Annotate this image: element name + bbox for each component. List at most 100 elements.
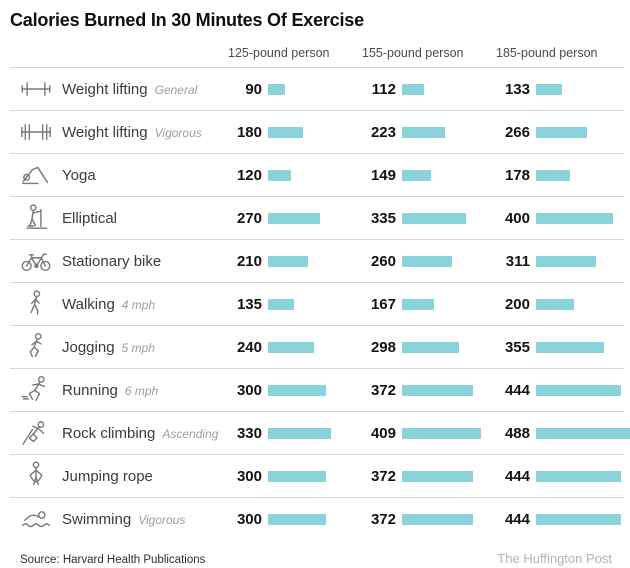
value-cell: 444 xyxy=(490,498,624,540)
calorie-value: 270 xyxy=(236,209,262,227)
calorie-value: 335 xyxy=(370,209,396,227)
value-cell: 298 xyxy=(356,326,490,368)
calorie-bar xyxy=(536,427,630,439)
value-cell: 200 xyxy=(490,283,624,325)
exercise-label-cell: Weight lifting General xyxy=(10,68,222,110)
exercise-name: Weight lifting xyxy=(62,123,148,141)
value-cell: 444 xyxy=(490,369,624,411)
publisher-credit: The Huffington Post xyxy=(497,551,612,566)
calorie-bar xyxy=(268,298,294,310)
walking-icon xyxy=(10,288,62,320)
calorie-bar xyxy=(536,298,574,310)
calorie-bar xyxy=(536,470,621,482)
calorie-bar xyxy=(402,212,466,224)
value-cell: 335 xyxy=(356,197,490,239)
exercise-detail: 6 mph xyxy=(124,384,159,398)
calorie-value: 300 xyxy=(236,467,262,485)
table-row: Walking 4 mph 135 167 200 xyxy=(10,282,624,325)
calorie-value: 298 xyxy=(370,338,396,356)
value-cell: 149 xyxy=(356,154,490,196)
table-row: Weight lifting Vigorous 180 223 266 xyxy=(10,110,624,153)
calorie-value: 200 xyxy=(504,295,530,313)
calorie-bar xyxy=(402,513,473,525)
column-header-185lb: 185-pound person xyxy=(496,46,598,60)
calorie-value: 112 xyxy=(371,80,396,98)
calorie-bar xyxy=(268,427,331,439)
exercise-name: Weight lifting xyxy=(62,80,148,98)
calorie-bar xyxy=(536,513,621,525)
calorie-value: 300 xyxy=(236,510,262,528)
calorie-bar xyxy=(536,341,604,353)
calorie-value: 266 xyxy=(504,123,530,141)
value-cell: 133 xyxy=(490,68,624,110)
calorie-value: 372 xyxy=(370,510,396,528)
calorie-bar xyxy=(402,255,452,267)
calorie-bar xyxy=(268,83,285,95)
calorie-bar xyxy=(268,126,303,138)
value-cell: 488 xyxy=(490,412,630,454)
value-cell: 266 xyxy=(490,111,624,153)
table-row: Weight lifting General 90 112 133 xyxy=(10,67,624,110)
value-cell: 180 xyxy=(222,111,356,153)
exercise-name: Running xyxy=(62,381,118,399)
exercise-label-cell: Rock climbing Ascending xyxy=(10,412,222,454)
calorie-bar xyxy=(536,126,587,138)
calorie-value: 223 xyxy=(370,123,396,141)
calorie-bar xyxy=(536,384,621,396)
value-cell: 112 xyxy=(356,68,490,110)
calorie-value: 311 xyxy=(505,252,530,270)
calorie-value: 133 xyxy=(504,80,530,98)
calorie-bar xyxy=(402,126,445,138)
exercise-detail: Ascending xyxy=(162,427,219,441)
jogging-icon xyxy=(10,331,62,363)
calorie-bar xyxy=(268,255,308,267)
value-cell: 120 xyxy=(222,154,356,196)
calorie-value: 167 xyxy=(370,295,396,313)
calorie-value: 149 xyxy=(370,166,396,184)
calorie-bar xyxy=(402,470,473,482)
exercise-label-cell: Yoga xyxy=(10,154,222,196)
table-row: Yoga 120 149 178 xyxy=(10,153,624,196)
calorie-value: 135 xyxy=(236,295,262,313)
value-cell: 300 xyxy=(222,369,356,411)
barbell-icon xyxy=(10,73,62,105)
yoga-icon xyxy=(10,159,62,191)
value-cell: 444 xyxy=(490,455,624,497)
calorie-bar xyxy=(536,169,570,181)
table-row: Jumping rope 300 372 444 xyxy=(10,454,624,497)
table-row: Jogging 5 mph 240 298 355 xyxy=(10,325,624,368)
calorie-value: 300 xyxy=(236,381,262,399)
bicycle-icon xyxy=(10,245,62,277)
table-row: Stationary bike 210 260 311 xyxy=(10,239,624,282)
table-row: Running 6 mph 300 372 444 xyxy=(10,368,624,411)
calorie-value: 372 xyxy=(370,467,396,485)
calorie-value: 400 xyxy=(504,209,530,227)
column-header-row: 125-pound person 155-pound person 185-po… xyxy=(10,33,624,67)
running-icon xyxy=(10,374,62,406)
column-header-125lb: 125-pound person xyxy=(228,46,330,60)
calorie-value: 355 xyxy=(504,338,530,356)
exercise-label-cell: Weight lifting Vigorous xyxy=(10,111,222,153)
exercise-name: Swimming xyxy=(62,510,132,528)
calorie-bar xyxy=(536,255,596,267)
exercise-label-cell: Jumping rope xyxy=(10,455,222,497)
value-cell: 240 xyxy=(222,326,356,368)
calorie-value: 409 xyxy=(370,424,396,442)
calorie-bar xyxy=(268,212,320,224)
exercise-label-cell: Stationary bike xyxy=(10,240,222,282)
calorie-value: 178 xyxy=(504,166,530,184)
value-cell: 330 xyxy=(222,412,356,454)
value-cell: 178 xyxy=(490,154,624,196)
value-cell: 400 xyxy=(490,197,624,239)
calorie-value: 330 xyxy=(236,424,262,442)
calorie-value: 180 xyxy=(236,123,262,141)
value-cell: 167 xyxy=(356,283,490,325)
calorie-bar xyxy=(402,83,424,95)
exercise-table: Weight lifting General 90 112 133 Weight lift… xyxy=(10,67,630,540)
calorie-bar xyxy=(268,513,326,525)
exercise-detail: 4 mph xyxy=(121,298,156,312)
exercise-name: Yoga xyxy=(62,166,96,184)
calorie-value: 210 xyxy=(236,252,262,270)
value-cell: 210 xyxy=(222,240,356,282)
